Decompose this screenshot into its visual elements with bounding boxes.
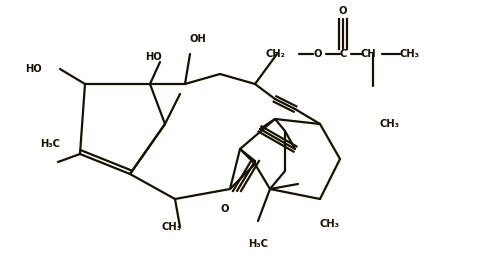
Text: CH₃: CH₃ (400, 49, 420, 59)
Text: CH: CH (360, 49, 376, 59)
Text: C: C (339, 49, 347, 59)
Text: CH₃: CH₃ (162, 222, 182, 232)
Text: H₃C: H₃C (40, 139, 60, 149)
Text: HO: HO (145, 52, 162, 62)
Text: O: O (339, 6, 347, 16)
Text: OH: OH (190, 34, 207, 44)
Text: O: O (221, 204, 229, 214)
Text: HO: HO (25, 64, 42, 74)
Text: CH₂: CH₂ (265, 49, 285, 59)
Text: H₃C: H₃C (248, 239, 268, 249)
Text: CH₃: CH₃ (320, 219, 340, 229)
Text: CH₃: CH₃ (380, 119, 400, 129)
Text: O: O (314, 49, 322, 59)
